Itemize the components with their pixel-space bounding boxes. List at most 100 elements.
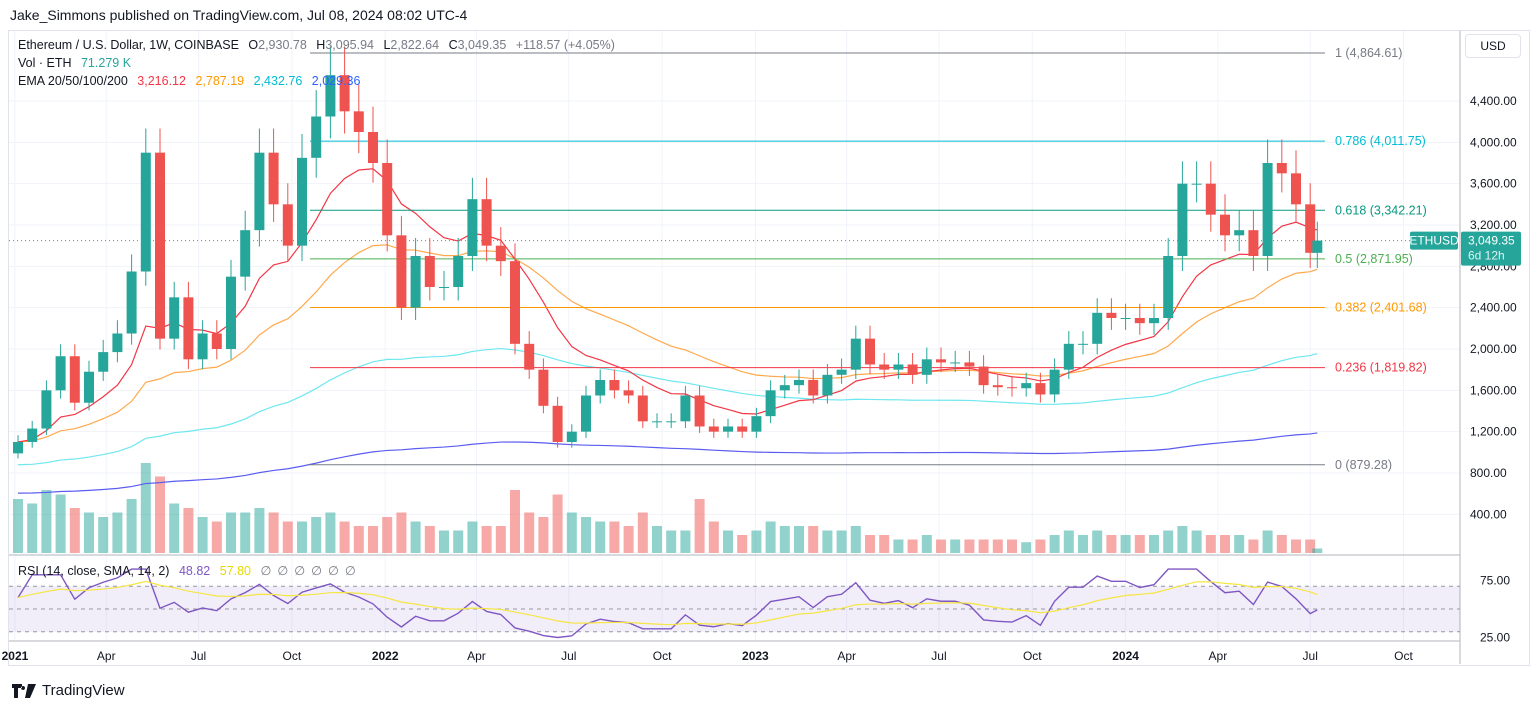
- x-tick-label: Apr: [837, 649, 856, 663]
- volume-bar: [1049, 535, 1060, 553]
- candle-body: [282, 204, 293, 246]
- volume-bar: [1220, 535, 1230, 553]
- candle-body: [240, 230, 251, 277]
- volume-label[interactable]: Vol · ETH: [18, 56, 72, 70]
- candle-body: [325, 75, 336, 117]
- volume-bar: [69, 508, 80, 553]
- candle-body: [808, 379, 819, 396]
- candle-body: [538, 369, 549, 406]
- volume-bar: [226, 512, 236, 553]
- candle-body: [1007, 387, 1017, 389]
- volume-bar: [453, 530, 464, 553]
- candle-body: [1291, 173, 1301, 205]
- publisher-line: Jake_Simmons published on TradingView.co…: [10, 7, 468, 23]
- volume-bar: [98, 517, 109, 553]
- candle-body: [978, 366, 989, 386]
- volume-bar: [282, 521, 293, 553]
- candle-body: [112, 333, 123, 353]
- candle-body: [1106, 312, 1117, 318]
- volume-bar: [850, 526, 861, 553]
- fib-level-label: 0.382 (2,401.68): [1335, 300, 1427, 314]
- candle-body: [652, 421, 662, 423]
- candle-body: [637, 395, 648, 422]
- volume-value: 71.279 K: [80, 56, 132, 70]
- candle-body: [566, 431, 577, 442]
- candle-body: [964, 362, 975, 367]
- y-tick-label: 800.00: [1470, 466, 1507, 480]
- candle-body: [1078, 343, 1088, 345]
- currency-button[interactable]: USD: [1465, 34, 1521, 58]
- candle-body: [453, 255, 464, 287]
- volume-bar: [680, 530, 691, 553]
- candle-body: [1021, 383, 1032, 389]
- candle-body: [197, 333, 208, 360]
- x-tick-label: Oct: [653, 649, 672, 663]
- symbol-title[interactable]: Ethereum / U.S. Dollar, 1W, COINBASE: [18, 38, 239, 52]
- legend-volume: Vol · ETH 71.279 K: [18, 56, 137, 70]
- rsi-value: 48.82: [178, 564, 211, 578]
- price-tag: [1461, 231, 1521, 266]
- candle-body: [368, 131, 378, 163]
- volume-bar: [510, 490, 520, 553]
- candle-body: [481, 199, 492, 246]
- volume-bar: [879, 535, 890, 553]
- candle-body: [737, 426, 748, 432]
- volume-bar: [1305, 539, 1316, 553]
- y-tick-label: 2,400.00: [1470, 301, 1517, 315]
- fib-level-label: 0.5 (2,871.95): [1335, 252, 1413, 266]
- candle-body: [794, 379, 804, 386]
- volume-bar: [737, 535, 748, 553]
- y-tick-label: 4,000.00: [1470, 135, 1517, 149]
- candle-body: [1049, 369, 1060, 395]
- volume-bar: [1092, 530, 1103, 553]
- volume-bar: [1078, 535, 1088, 553]
- candle-body: [41, 390, 52, 429]
- candle-body: [254, 152, 265, 231]
- candle-body: [708, 426, 719, 432]
- volume-bar: [921, 535, 932, 553]
- price-tag-countdown: 6d 12h: [1468, 249, 1505, 263]
- x-tick-label: Jul: [1303, 649, 1318, 663]
- candle-body: [311, 116, 322, 158]
- candle-body: [1149, 317, 1159, 324]
- candle-body: [1063, 343, 1074, 370]
- volume-bar: [950, 539, 961, 553]
- volume-bar: [268, 512, 279, 553]
- ema50-value: 2,787.19: [195, 74, 245, 88]
- volume-bar: [1262, 530, 1273, 553]
- volume-bar: [183, 508, 194, 553]
- volume-bar: [723, 530, 733, 553]
- candle-body: [623, 390, 634, 396]
- candle-body: [410, 255, 421, 308]
- symbol-tag: [1410, 231, 1458, 250]
- fib-level-label: 0.618 (3,342.21): [1335, 203, 1427, 217]
- tradingview-logo[interactable]: TradingView: [12, 682, 125, 699]
- candle-body: [1234, 230, 1245, 236]
- candle-body: [581, 395, 591, 432]
- candle-body: [424, 255, 435, 287]
- rsi-tick-label: 25.00: [1480, 631, 1510, 645]
- volume-bar: [254, 508, 265, 553]
- legend-ohlc: Ethereum / U.S. Dollar, 1W, COINBASE O2,…: [18, 38, 621, 52]
- candle-body: [1276, 162, 1287, 174]
- ema-label[interactable]: EMA 20/50/100/200: [18, 74, 128, 88]
- open-value: 2,930.78: [258, 38, 307, 52]
- volume-bar: [211, 521, 222, 553]
- rsi-label[interactable]: RSI (14, close, SMA, 14, 2): [18, 564, 170, 578]
- volume-bar: [794, 526, 804, 553]
- volume-bar: [169, 503, 180, 553]
- ema200-line: [17, 432, 1318, 494]
- candle-body: [836, 369, 847, 375]
- candle-body: [666, 421, 677, 423]
- candle-body: [495, 245, 506, 262]
- volume-bar: [893, 539, 904, 553]
- volume-bar: [808, 526, 819, 553]
- chart-frame: [8, 30, 1530, 666]
- candle-body: [1205, 183, 1216, 215]
- candle-body: [1134, 317, 1145, 324]
- fib-level-label: 0 (879.28): [1335, 458, 1392, 472]
- volume-bar: [1021, 542, 1032, 553]
- candle-body: [69, 356, 80, 403]
- x-tick-label: 2021: [2, 649, 29, 663]
